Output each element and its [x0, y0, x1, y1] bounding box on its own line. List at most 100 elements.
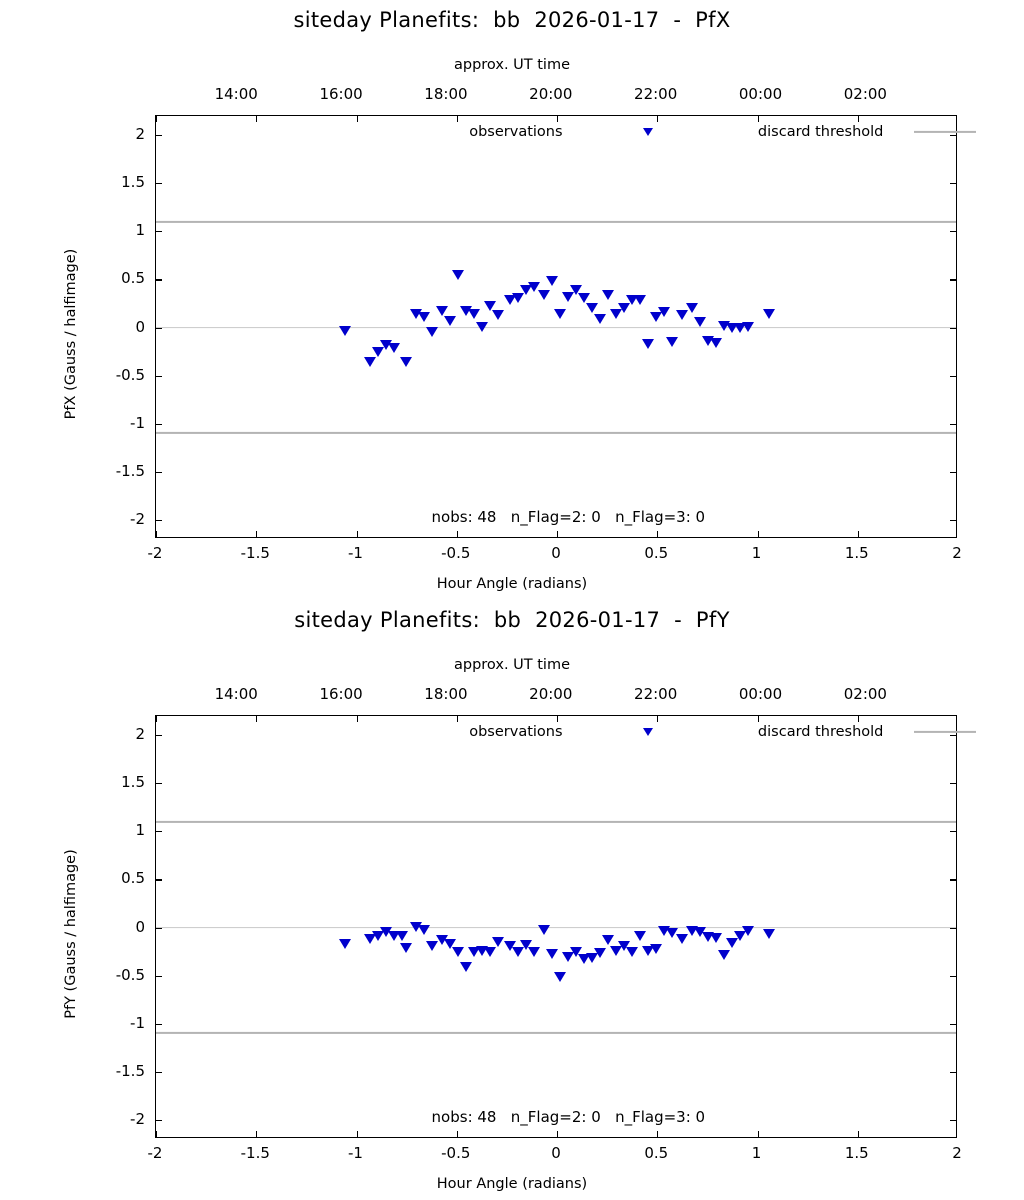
data-point-marker — [363, 356, 376, 367]
discard-threshold-line — [156, 820, 956, 823]
plot-panel-pfx: siteday Planefits: bb 2026-01-17 - PfX a… — [63, 8, 976, 592]
y-axis-tick — [156, 735, 162, 737]
discard-threshold-line — [156, 432, 956, 435]
data-point-marker — [562, 951, 575, 962]
y-axis-tick — [156, 1119, 162, 1121]
data-point-marker — [710, 338, 723, 349]
x-axis-tick — [557, 1131, 559, 1137]
x-axis-tick — [557, 716, 559, 722]
y-axis-tick-label: 2 — [135, 125, 145, 144]
x-axis-tick-label: 1 — [751, 544, 762, 562]
data-point-marker — [562, 291, 575, 302]
y-axis-tick — [156, 471, 162, 473]
y-axis-tick-label: 0.5 — [121, 269, 145, 288]
data-point-marker — [586, 953, 599, 964]
y-axis-tick — [950, 327, 956, 329]
ut-time-tick-label: 02:00 — [843, 685, 887, 703]
x-axis-tick — [857, 531, 859, 537]
data-point-marker — [527, 281, 540, 292]
data-point-marker — [594, 948, 607, 959]
x-axis-tick-label: -1.5 — [240, 1144, 270, 1162]
x-axis-tick-label: -0.5 — [441, 544, 471, 562]
data-point-marker — [537, 290, 550, 301]
y-axis-tick — [156, 927, 162, 929]
y-axis-tick-label: -1.5 — [115, 461, 145, 480]
data-point-marker — [467, 946, 480, 957]
x-axis-tick — [256, 531, 258, 537]
y-axis-tick — [950, 1023, 956, 1025]
page-title-2: siteday Planefits: bb 2026-01-17 - PfY — [294, 608, 730, 632]
x-axis-tick — [857, 716, 859, 722]
x-axis-tick — [557, 531, 559, 537]
data-point-marker — [379, 926, 392, 937]
data-point-marker — [666, 928, 679, 939]
x-axis-tick — [456, 116, 458, 122]
x-axis-label-2: Hour Angle (radians) — [436, 1176, 588, 1192]
data-point-marker — [734, 322, 747, 333]
y-axis-tick-label: -1 — [130, 413, 145, 432]
y-axis-tick — [156, 879, 162, 881]
data-point-marker — [650, 312, 663, 323]
x-axis-tick — [757, 716, 759, 722]
y-axis-tick-label: 1.5 — [121, 173, 145, 192]
x-axis-tick — [857, 116, 859, 122]
y-axis-tick — [950, 975, 956, 977]
data-point-marker — [425, 327, 438, 338]
zero-reference-line — [156, 926, 956, 929]
data-point-marker — [451, 270, 464, 281]
x-axis-tick-label: -1 — [348, 544, 363, 562]
ut-time-tick-label: 00:00 — [738, 685, 783, 703]
y-axis-tick-label: -1.5 — [115, 1061, 145, 1080]
ut-time-tick-label: 14:00 — [214, 685, 258, 703]
y-axis-tick — [156, 1023, 162, 1025]
data-point-marker — [762, 308, 775, 319]
data-point-marker — [634, 931, 647, 942]
y-axis-tick-label: -2 — [130, 1109, 145, 1128]
data-point-marker — [483, 947, 496, 958]
x-axis-tick-label: -1 — [348, 1144, 363, 1162]
data-point-marker — [626, 947, 639, 957]
data-point-marker — [491, 937, 504, 948]
y-axis-tick-label: 0 — [135, 917, 145, 936]
data-point-marker — [399, 943, 412, 954]
ut-time-tick-label: 14:00 — [214, 85, 258, 103]
data-point-marker — [475, 322, 488, 333]
data-point-marker — [363, 933, 376, 944]
y-axis-tick — [156, 327, 162, 329]
x-axis-tick — [256, 116, 258, 122]
ut-time-tick-label: 18:00 — [424, 85, 468, 103]
x-axis-tick — [156, 531, 158, 537]
data-point-marker — [554, 308, 566, 319]
x-axis-tick-label: 2 — [952, 1144, 962, 1162]
y-axis-tick-label: 0.5 — [121, 869, 145, 888]
data-point-marker — [702, 335, 715, 346]
ut-time-tick-label: 00:00 — [738, 85, 783, 103]
x-axis-tick-label: 0.5 — [644, 544, 669, 562]
data-point-marker — [666, 337, 679, 348]
data-point-marker — [726, 938, 739, 949]
y-axis-tick — [950, 1119, 956, 1121]
data-point-marker — [483, 300, 496, 311]
y-axis-tick — [156, 279, 162, 281]
data-point-marker — [742, 925, 755, 936]
x-axis-tick-label: 0.5 — [644, 1144, 669, 1162]
x-axis-tick-label: -0.5 — [441, 1144, 471, 1162]
data-point-marker — [694, 926, 707, 937]
x-axis-tick — [356, 716, 358, 722]
data-point-marker — [475, 946, 488, 957]
data-point-marker — [586, 303, 599, 314]
data-point-marker — [459, 962, 472, 973]
x-axis-tick-label: 1 — [751, 1144, 762, 1162]
data-point-marker — [503, 295, 516, 306]
data-point-marker — [742, 322, 755, 333]
x-axis-tick-label: -2 — [147, 1144, 163, 1162]
data-point-marker — [578, 293, 591, 304]
plot-canvas — [156, 116, 956, 537]
data-point-marker — [642, 946, 655, 957]
y-axis-tick-label: 0 — [135, 317, 145, 336]
data-point-marker — [718, 949, 731, 960]
y-axis-tick — [156, 375, 162, 377]
y-axis-tick — [950, 879, 956, 881]
data-point-marker — [435, 306, 448, 317]
data-point-marker — [511, 946, 524, 957]
